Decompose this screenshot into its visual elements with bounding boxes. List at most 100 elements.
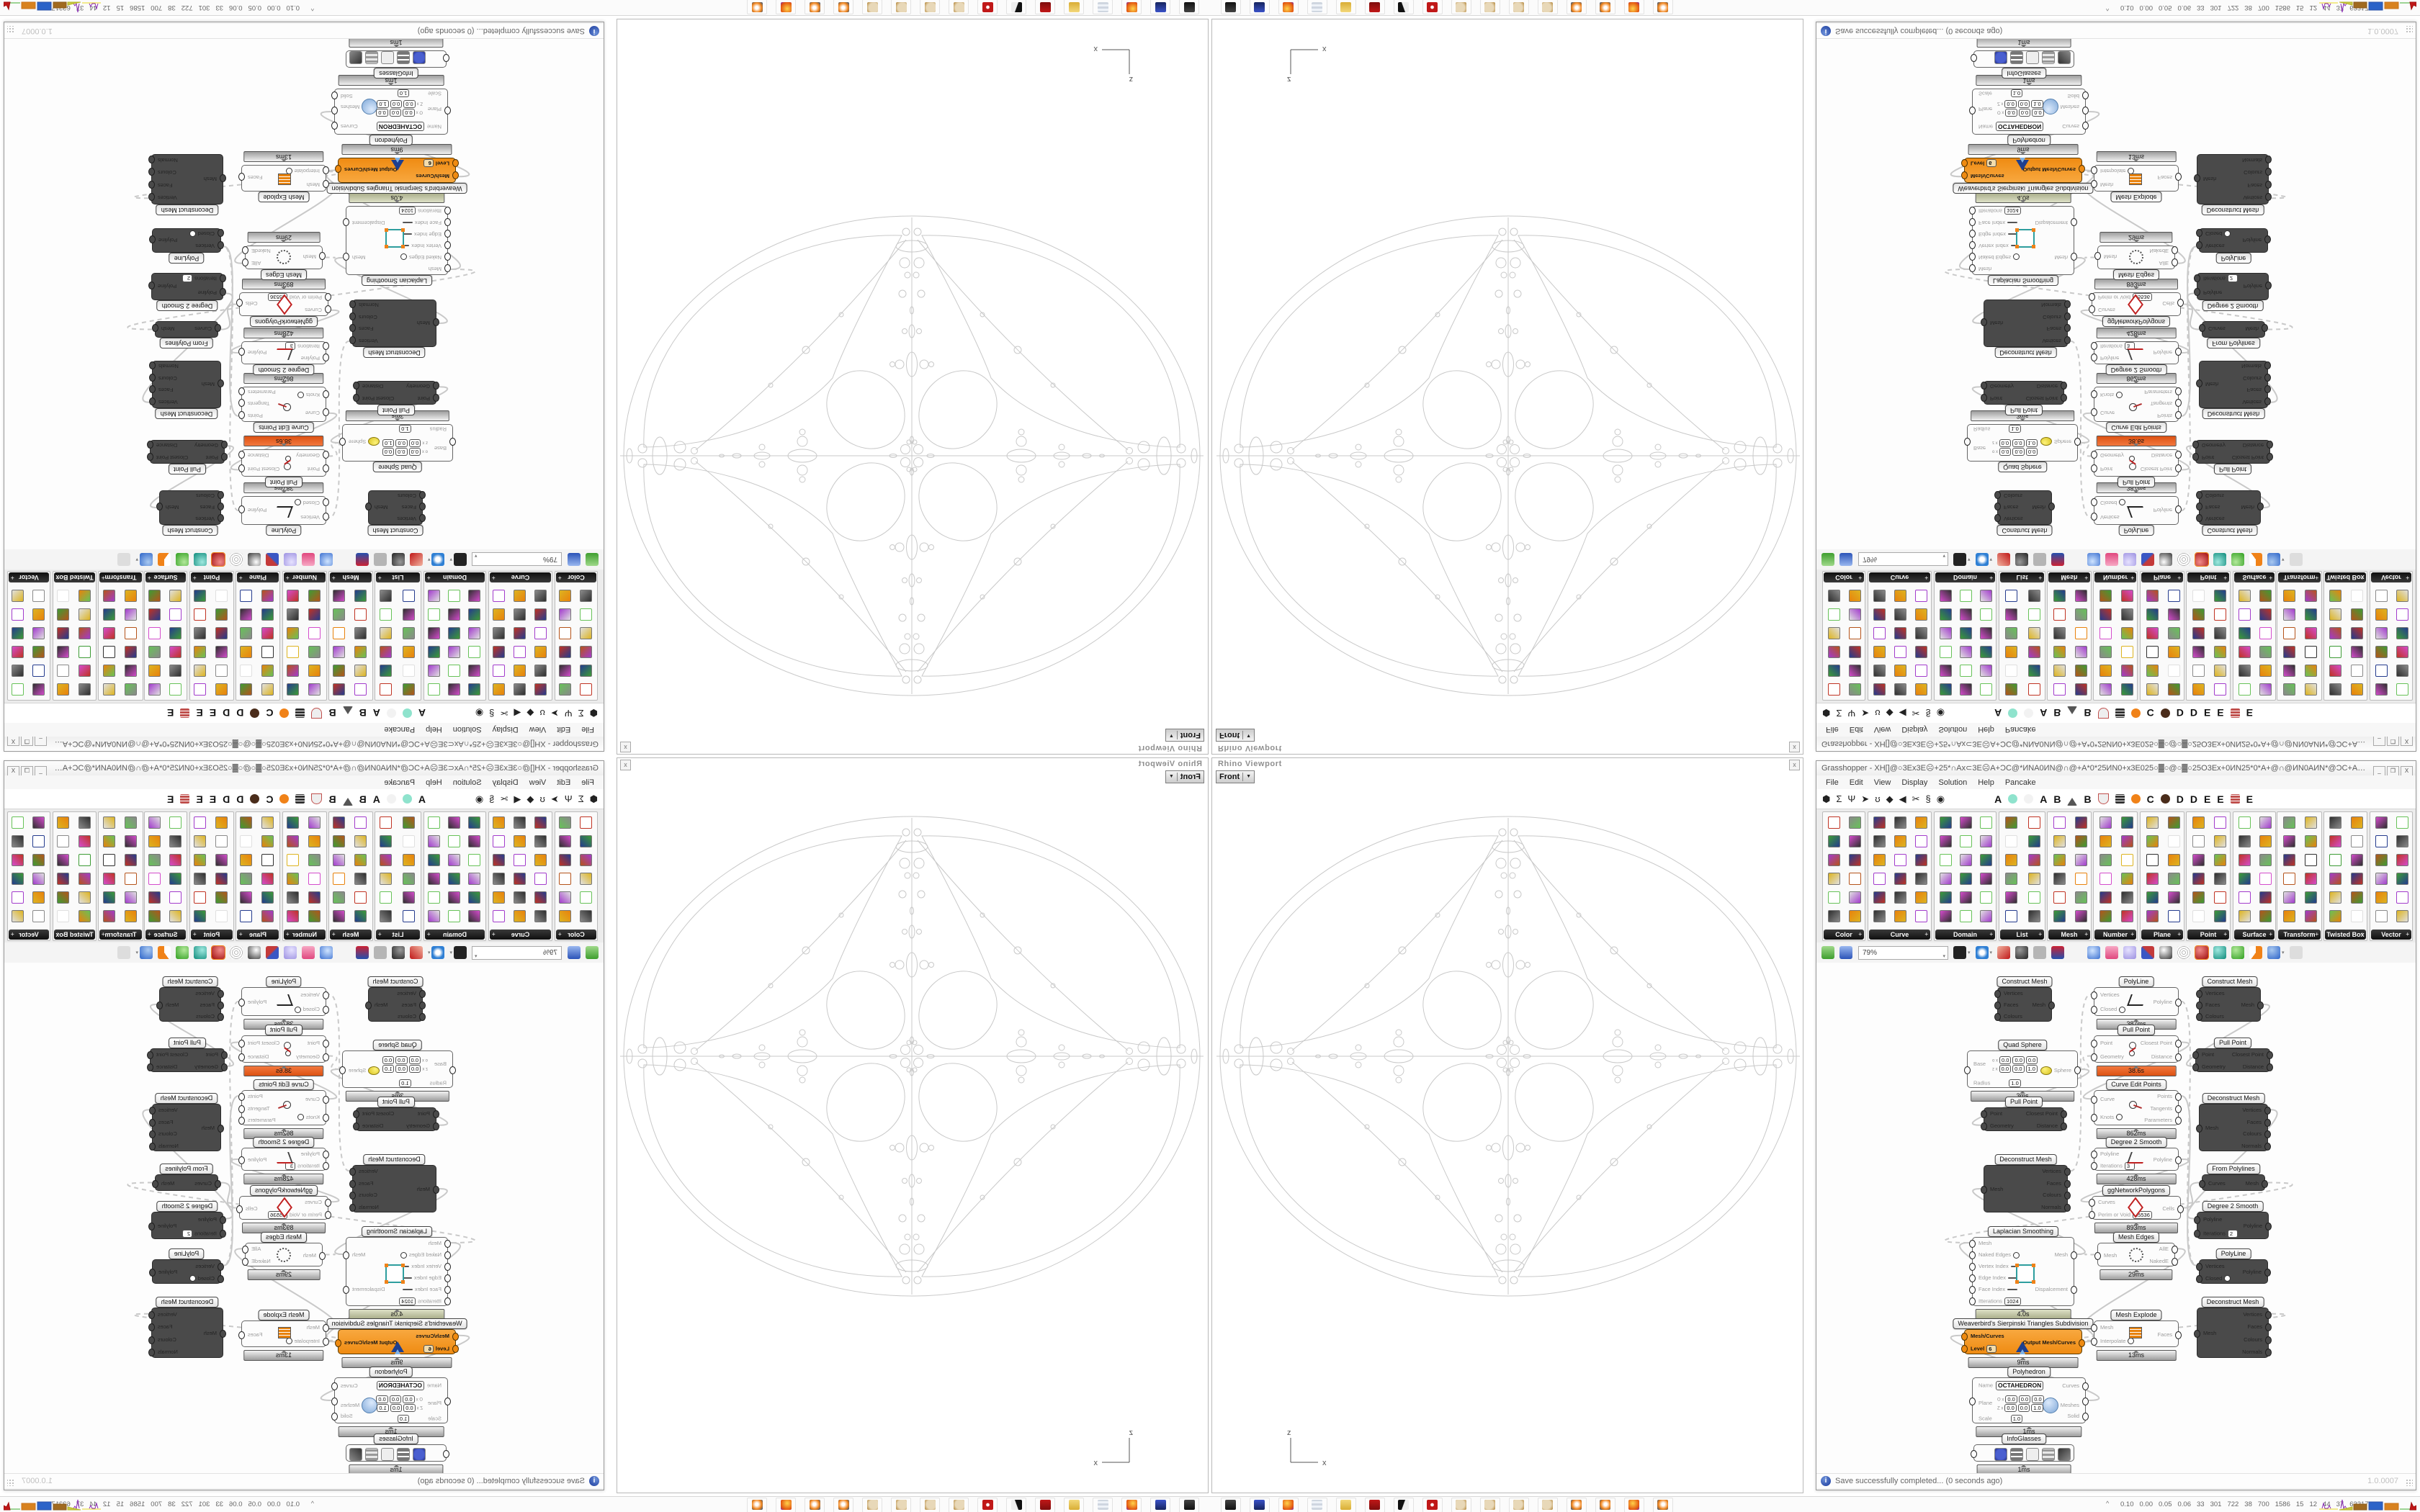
palette-component-icon[interactable] [2146, 873, 2159, 885]
value-chip[interactable]: 2 [182, 1229, 193, 1238]
component-body[interactable]: Vertices Faces Colours Mesh [365, 490, 426, 525]
menu-item-pancake[interactable]: Pancake [384, 725, 416, 734]
input-port-bump[interactable] [323, 1006, 329, 1014]
tab-plugin-letter[interactable]: A [418, 707, 426, 719]
wire-sphere-icon[interactable] [2177, 946, 2191, 959]
palette-component-icon[interactable] [2099, 590, 2112, 602]
input-port-bump[interactable] [323, 1162, 329, 1170]
output-port-bump[interactable] [2265, 155, 2272, 163]
plane-value-chip[interactable]: 0.0 [382, 1056, 395, 1064]
palette-component-icon[interactable] [1915, 910, 1927, 922]
tab-plugin-letter[interactable]: D [223, 793, 230, 805]
palette-component-icon[interactable] [448, 646, 460, 658]
component-body[interactable]: Curves Mesh [152, 321, 221, 338]
palette-component-icon[interactable] [2005, 835, 2018, 847]
output-port-bump[interactable] [2175, 348, 2182, 356]
palette-category-label[interactable]: Transform + [99, 930, 142, 940]
palette-component-icon[interactable] [2120, 665, 2133, 677]
palette-component-icon[interactable] [2120, 646, 2133, 658]
red-grid-icon[interactable] [180, 794, 190, 804]
palette-component-icon[interactable] [2167, 665, 2180, 677]
component-body[interactable]: Mesh Vertices Faces Colours Normals [2196, 361, 2271, 408]
palette-component-icon[interactable] [493, 627, 505, 639]
gh-title-bar[interactable]: Grasshopper - XH[]@○3Ex3E☹+25*∩Ax⊂3E☹A+Ɔ… [4, 736, 604, 751]
palette-component-icon[interactable] [169, 873, 182, 885]
plane-value-chip[interactable]: 0.0 [408, 1056, 421, 1064]
palette-component-icon[interactable] [2305, 873, 2318, 885]
palette-component-icon[interactable] [333, 683, 346, 696]
palette-component-icon[interactable] [2099, 910, 2112, 922]
palette-component-icon[interactable] [2259, 854, 2272, 866]
firefox-icon-2[interactable] [1624, 0, 1644, 14]
minimize-button[interactable]: _ [35, 766, 47, 776]
palette-component-icon[interactable] [2027, 816, 2040, 829]
palette-component-icon[interactable] [380, 910, 393, 922]
shield-icon[interactable] [311, 793, 323, 804]
input-port-bump[interactable] [220, 1229, 226, 1238]
palette-component-icon[interactable] [240, 646, 253, 658]
output-port-bump[interactable] [365, 1002, 372, 1009]
palette-component-icon[interactable] [2213, 608, 2226, 621]
palette-component-icon[interactable] [12, 646, 24, 658]
palette-category-label[interactable]: Plane + [2141, 572, 2183, 582]
input-port-bump[interactable] [323, 1053, 329, 1061]
output-port-bump[interactable] [242, 258, 248, 266]
gh-title-bar[interactable]: Grasshopper - XH[]@○3Ex3E☹+25*∩Ax⊂3E☹A+Ɔ… [1816, 736, 2416, 751]
palette-component-icon[interactable] [2074, 646, 2087, 658]
component-body[interactable]: Vertices Faces Colours Mesh [156, 490, 224, 525]
tab-plugin-letter[interactable]: D [2190, 707, 2197, 719]
palette-component-icon[interactable] [580, 590, 592, 602]
palette-component-icon[interactable] [427, 910, 440, 922]
tab-glyph-icon[interactable]: ◀ [514, 708, 521, 719]
palette-component-icon[interactable] [2192, 665, 2205, 677]
open-file-icon[interactable] [1821, 946, 1834, 959]
palette-component-icon[interactable] [2099, 665, 2112, 677]
input-port-bump[interactable] [2089, 1199, 2095, 1207]
palette-category-label[interactable]: Mesh + [2048, 930, 2090, 940]
palette-component-icon[interactable] [102, 608, 115, 621]
output-port-bump[interactable] [148, 1349, 155, 1357]
palette-component-icon[interactable] [12, 665, 24, 677]
palette-component-icon[interactable] [2350, 646, 2363, 658]
palette-component-icon[interactable] [2213, 627, 2226, 639]
output-port-bump[interactable] [365, 503, 372, 510]
palette-component-icon[interactable] [240, 910, 253, 922]
output-port-bump[interactable] [2061, 393, 2067, 402]
package-icon[interactable] [301, 553, 315, 566]
input-port-bump[interactable] [2196, 1013, 2202, 1021]
palette-component-icon[interactable] [2167, 608, 2180, 621]
plane-value-chip[interactable]: 0.0 [2025, 448, 2038, 456]
palette-component-icon[interactable] [448, 816, 460, 829]
teal-sphere-icon[interactable] [2213, 553, 2227, 566]
palette-component-icon[interactable] [1939, 665, 1952, 677]
frame-icon[interactable] [454, 553, 467, 566]
palette-component-icon[interactable] [354, 590, 367, 602]
palette-component-icon[interactable] [1828, 646, 1840, 658]
input-port-bump[interactable] [1964, 438, 1971, 446]
output-port-bump[interactable] [2267, 1063, 2273, 1071]
palette-component-icon[interactable] [1980, 816, 1993, 829]
plane-value-chip[interactable]: 0.0 [376, 1395, 388, 1403]
firefox-icon[interactable] [1278, 1498, 1299, 1512]
palette-component-icon[interactable] [448, 873, 460, 885]
orange-ellipse-icon[interactable] [279, 708, 290, 718]
palette-component-icon[interactable] [1980, 891, 1993, 904]
palette-component-icon[interactable] [1939, 835, 1952, 847]
toggle-circle[interactable] [294, 499, 301, 506]
bw-sphere-icon[interactable] [247, 553, 261, 566]
output-port-bump[interactable] [2048, 503, 2055, 510]
palette-component-icon[interactable] [514, 683, 526, 696]
output-port-bump[interactable] [343, 1286, 349, 1294]
component-body[interactable]: Point Geometry Closest Point Distance [2091, 449, 2182, 477]
palette-component-icon[interactable] [333, 873, 346, 885]
plane-value-chip[interactable]: 1.0 [382, 1065, 395, 1073]
palette-component-icon[interactable] [194, 910, 207, 922]
firefox-icon-2[interactable] [776, 0, 796, 14]
quill-icon[interactable] [1997, 946, 2011, 959]
palette-component-icon[interactable] [514, 608, 526, 621]
blender-icon-2[interactable] [1595, 1498, 1615, 1512]
palette-component-icon[interactable] [1828, 608, 1840, 621]
name-chip[interactable]: OCTAHEDRON [1996, 1381, 2044, 1390]
